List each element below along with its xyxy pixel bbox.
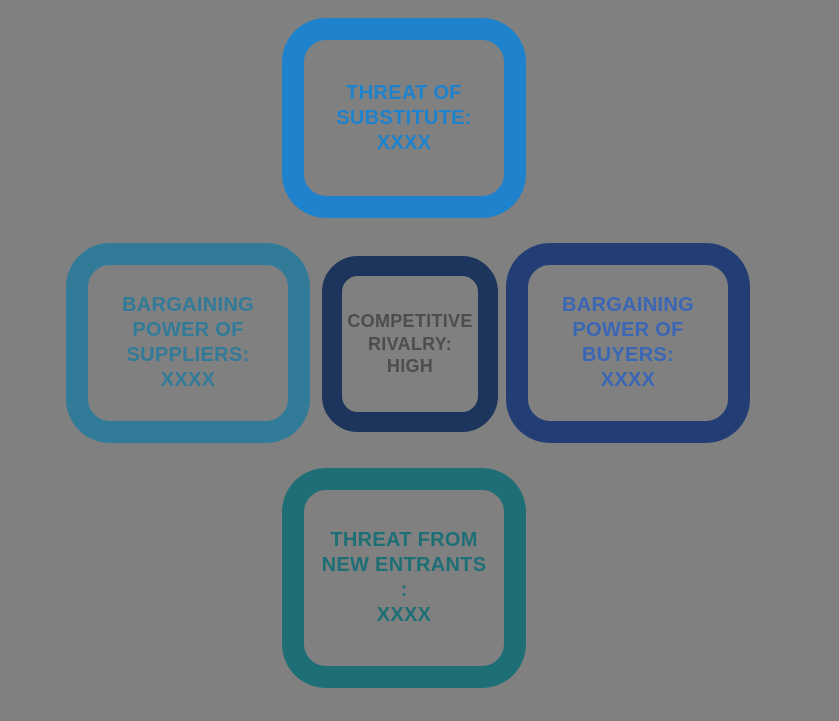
threat-of-substitute-box: THREAT OF SUBSTITUTE: XXXX — [282, 18, 526, 218]
bargaining-power-suppliers-box: BARGAINING POWER OF SUPPLIERS: XXXX — [66, 243, 310, 443]
threat-from-new-entrants-label: THREAT FROM NEW ENTRANTS : XXXX — [322, 528, 487, 628]
competitive-rivalry-label: COMPETITIVE RIVALRY: HIGH — [347, 310, 472, 378]
competitive-rivalry-box: COMPETITIVE RIVALRY: HIGH — [322, 256, 498, 432]
threat-of-substitute-label: THREAT OF SUBSTITUTE: XXXX — [336, 81, 472, 156]
bargaining-power-buyers-label: BARGAINING POWER OF BUYERS: XXXX — [562, 293, 694, 393]
threat-from-new-entrants-box: THREAT FROM NEW ENTRANTS : XXXX — [282, 468, 526, 688]
bargaining-power-buyers-box: BARGAINING POWER OF BUYERS: XXXX — [506, 243, 750, 443]
bargaining-power-suppliers-label: BARGAINING POWER OF SUPPLIERS: XXXX — [122, 293, 254, 393]
